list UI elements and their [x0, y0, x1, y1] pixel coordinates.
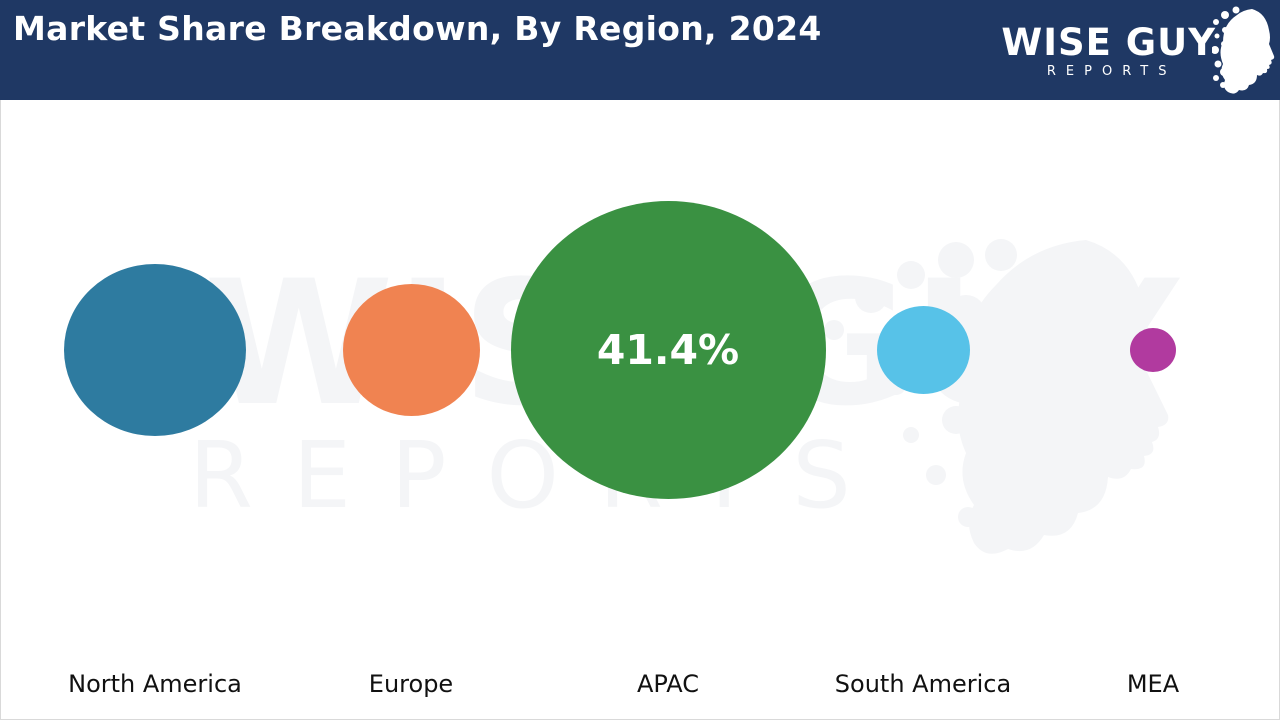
category-label-europe: Europe: [368, 670, 454, 698]
bubble-europe: [342, 284, 480, 416]
bubble-south-america: [876, 306, 970, 394]
bubble-north-america: [64, 264, 246, 436]
watermark-head-profile-icon: [816, 225, 1171, 574]
bubble-value-label: 41.4%: [596, 326, 740, 374]
header-bar: Market Share Breakdown, By Region, 2024 …: [0, 0, 1280, 100]
logo-text: WISE GUY REPORTS: [1001, 20, 1216, 80]
category-label-north-america: North America: [68, 670, 242, 698]
page-title: Market Share Breakdown, By Region, 2024: [13, 9, 822, 48]
logo-wiseguy-text: WISE GUY: [1001, 20, 1216, 64]
wise-guy-reports-logo: WISE GUY REPORTS: [1001, 6, 1276, 96]
category-label-apac: APAC: [636, 670, 700, 698]
chart-area: WISE GUY REPORTS 41.4% North America Eur…: [0, 100, 1280, 720]
bubble-apac: 41.4%: [510, 201, 826, 499]
category-label-mea: MEA: [1126, 670, 1180, 698]
category-label-south-america: South America: [834, 670, 1012, 698]
head-profile-logo-icon: [1212, 6, 1276, 96]
logo-reports-text: REPORTS: [1046, 64, 1177, 80]
bubble-mea: [1130, 328, 1176, 372]
